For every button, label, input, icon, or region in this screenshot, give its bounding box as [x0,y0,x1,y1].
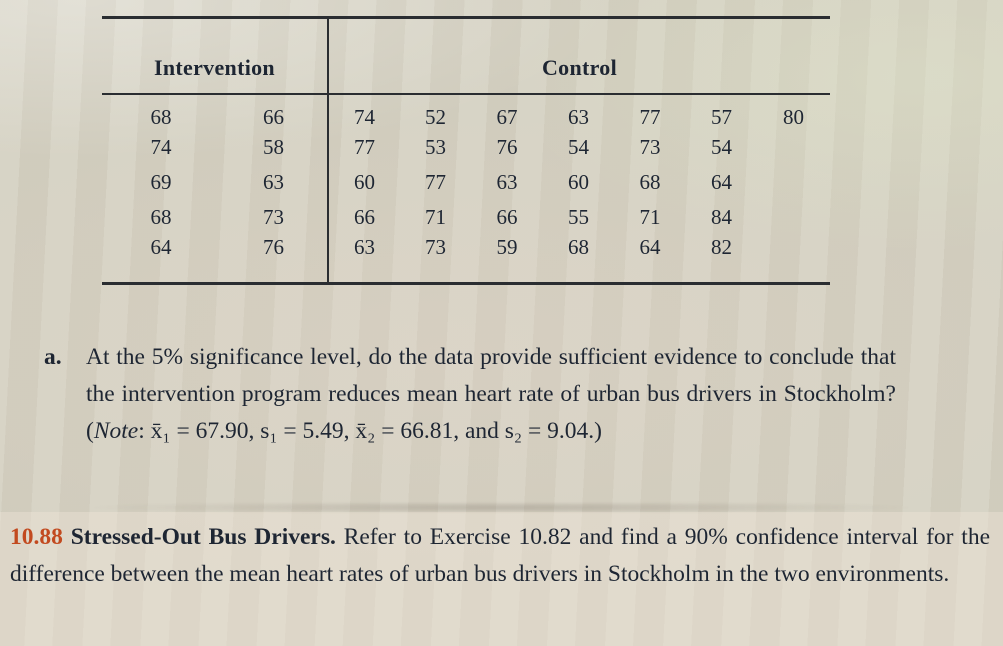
table-cell: 66 [327,200,400,235]
table-cell: 54 [711,135,732,159]
table-cell: 63 [263,170,284,194]
table-row: 69 63 60 77 63 60 68 64 [102,165,830,200]
table-cell: 64 [639,235,661,259]
table-cell: 77 [639,105,661,129]
part-a-main-text: At the 5% significance level, do the dat… [86,344,896,444]
table-cell: 59 [496,235,518,259]
table-cell: 71 [639,205,661,229]
table-cell: 84 [711,205,732,229]
table-row: 64 76 63 73 59 68 64 82 [102,235,830,284]
table-header: Intervention Control [102,17,831,95]
table-cell: 66 [496,205,518,229]
exercise-text: Refer to Exercise 10.82 and find a 90% c… [10,524,991,587]
control-header: Control [326,17,831,95]
table-cell: 63 [496,170,518,194]
table-cell: 52 [425,105,446,129]
scan-light-band [0,512,1003,646]
table-row: 74 58 77 53 76 54 73 54 [102,130,830,165]
table-cell: 57 [711,105,732,129]
table-cell [757,130,830,165]
table-cell: 58 [263,135,284,159]
table-cell [757,200,830,235]
table-cell: 73 [263,205,284,229]
table-cell [757,235,830,284]
table-cell: 74 [327,94,400,130]
table-cell: 54 [568,135,589,159]
exercise-title: Stressed-Out Bus Drivers. [70,524,336,550]
table-body: 68 66 74 52 67 63 77 57 80 74 58 77 53 76 54 73 54 69 63 60… [102,94,830,284]
table-cell: 76 [263,235,284,259]
table-cell: 64 [150,235,172,259]
table-cell: 76 [496,135,518,159]
table-cell: 80 [783,105,804,129]
table-cell: 66 [263,105,284,129]
table-cell: 73 [639,135,661,159]
part-a-label: a. [44,344,62,370]
scan-crease-shadow [0,503,1003,512]
table-cell: 63 [568,105,589,129]
table-cell: 82 [711,235,732,259]
table-cell: 68 [150,105,172,129]
table-cell: 63 [327,235,400,284]
table-cell: 55 [568,205,589,229]
table-cell [757,165,830,200]
heart-rate-table: Intervention Control 68 66 74 52 67 63 77 57 80 7… [102,16,831,285]
table-cell: 71 [425,205,446,229]
table-cell: 73 [425,235,446,259]
table-cell: 74 [150,135,172,159]
note-label: Note [93,418,139,444]
table-cell: 68 [639,170,661,194]
exercise-10-88: 10.88 Stressed-Out Bus Drivers. Refer to… [10,519,990,592]
table-cell: 67 [496,105,518,129]
table-cell: 53 [425,135,446,159]
table-row: 68 66 74 52 67 63 77 57 80 [102,94,830,130]
table-cell: 77 [327,130,400,165]
intervention-header: Intervention [102,17,328,95]
table-row: 68 73 66 71 66 55 71 84 [102,200,830,235]
table-cell: 68 [150,205,172,229]
table-header-row: Intervention Control [102,17,831,95]
table-cell: 60 [327,165,400,200]
table-cell: 64 [711,170,732,194]
exercise-number: 10.88 [10,524,63,550]
table-cell: 68 [568,235,589,259]
part-a: a. At the 5% significance level, do the … [44,339,896,450]
table-cell: 69 [150,170,172,194]
table-cell: 77 [425,170,446,194]
part-a-text: At the 5% significance level, do the dat… [86,339,896,450]
note-values: : x̄₁ = 67.90, s₁ = 5.49, x̄₂ = 66.81, a… [138,418,602,444]
table-cell: 60 [568,170,589,194]
